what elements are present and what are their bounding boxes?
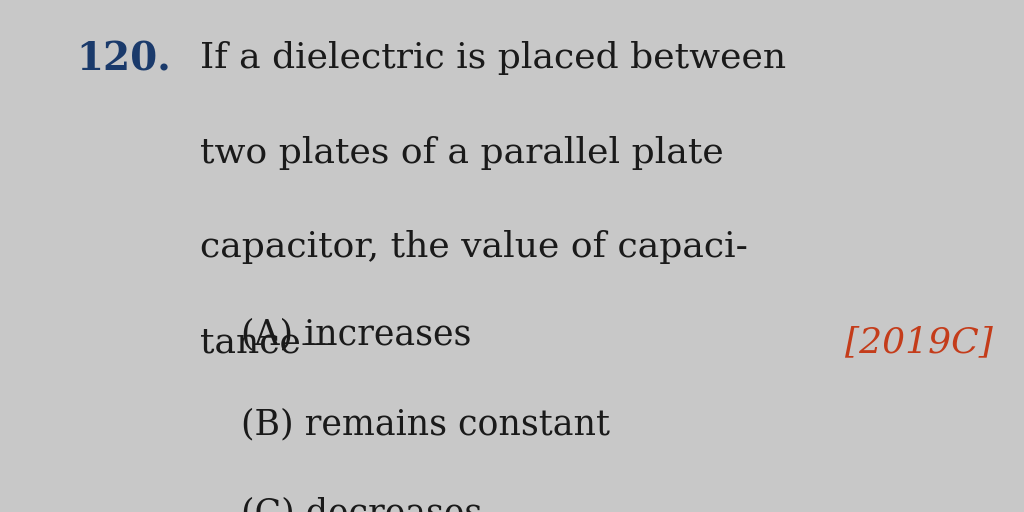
- Text: two plates of a parallel plate: two plates of a parallel plate: [200, 136, 723, 169]
- Text: [2019C]: [2019C]: [846, 325, 993, 359]
- Text: capacitor, the value of capaci-: capacitor, the value of capaci-: [200, 230, 748, 264]
- Text: (B) remains constant: (B) remains constant: [241, 407, 609, 441]
- Text: (A) increases: (A) increases: [241, 317, 471, 351]
- Text: (C) decreases: (C) decreases: [241, 497, 482, 512]
- Text: tance—: tance—: [200, 325, 337, 359]
- Text: 120.: 120.: [77, 41, 172, 79]
- Text: If a dielectric is placed between: If a dielectric is placed between: [200, 41, 785, 75]
